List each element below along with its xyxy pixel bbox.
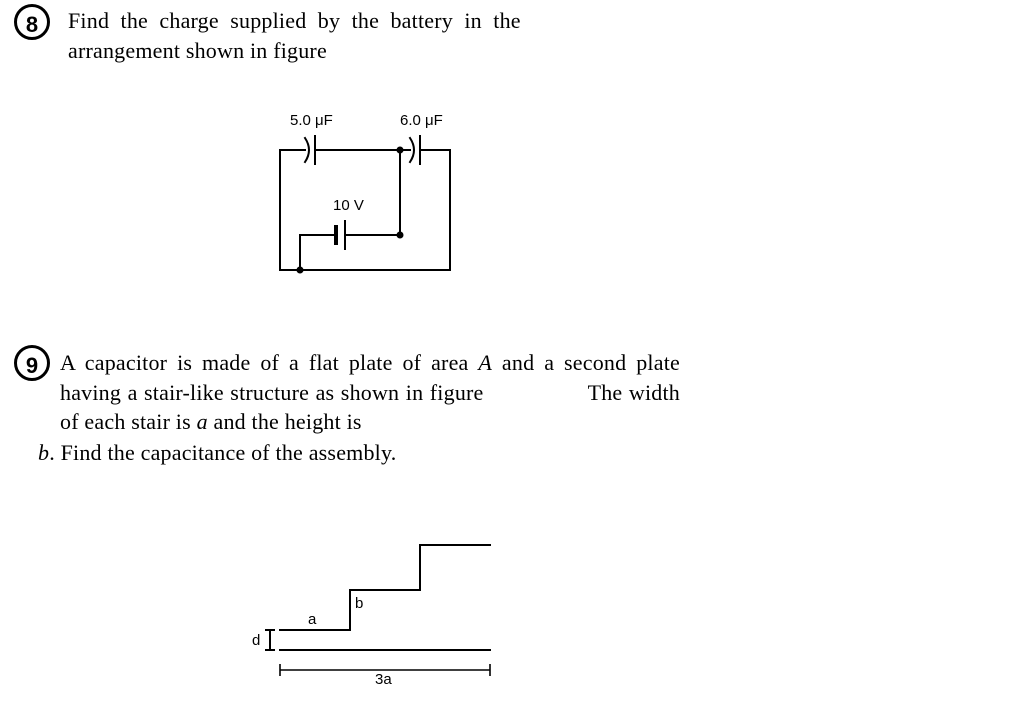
q9-a: a	[197, 409, 208, 434]
label-d: d	[252, 632, 260, 649]
question-number-8: 8	[14, 4, 50, 40]
label-3a: 3a	[375, 671, 392, 688]
q8-line2: arrangement shown in figure	[68, 36, 688, 66]
q8-line1: Find the charge supplied by the battery …	[68, 6, 688, 36]
cap1-label: 5.0 μF	[290, 112, 333, 129]
label-b: b	[355, 595, 363, 612]
q9-text: A capacitor is made of a flat plate of a…	[60, 348, 680, 437]
q9-lastline: b. Find the capacitance of the assembly.	[38, 438, 678, 468]
question-number-9: 9	[14, 345, 50, 381]
q9-t4: . Find the capacitance of the assembly.	[49, 440, 396, 465]
q9-A: A	[478, 350, 492, 375]
cap2-label: 6.0 μF	[400, 112, 443, 129]
q9-t3: and the height is	[208, 409, 362, 434]
q8-circuit-diagram: 5.0 μF 6.0 μF 10 V	[250, 105, 490, 295]
battery-label: 10 V	[333, 197, 364, 214]
label-a: a	[308, 611, 317, 628]
q9-b: b	[38, 440, 49, 465]
q9-t1: A capacitor is made of a flat plate of a…	[60, 350, 478, 375]
q9-stair-diagram: d a b 3a	[240, 490, 520, 690]
